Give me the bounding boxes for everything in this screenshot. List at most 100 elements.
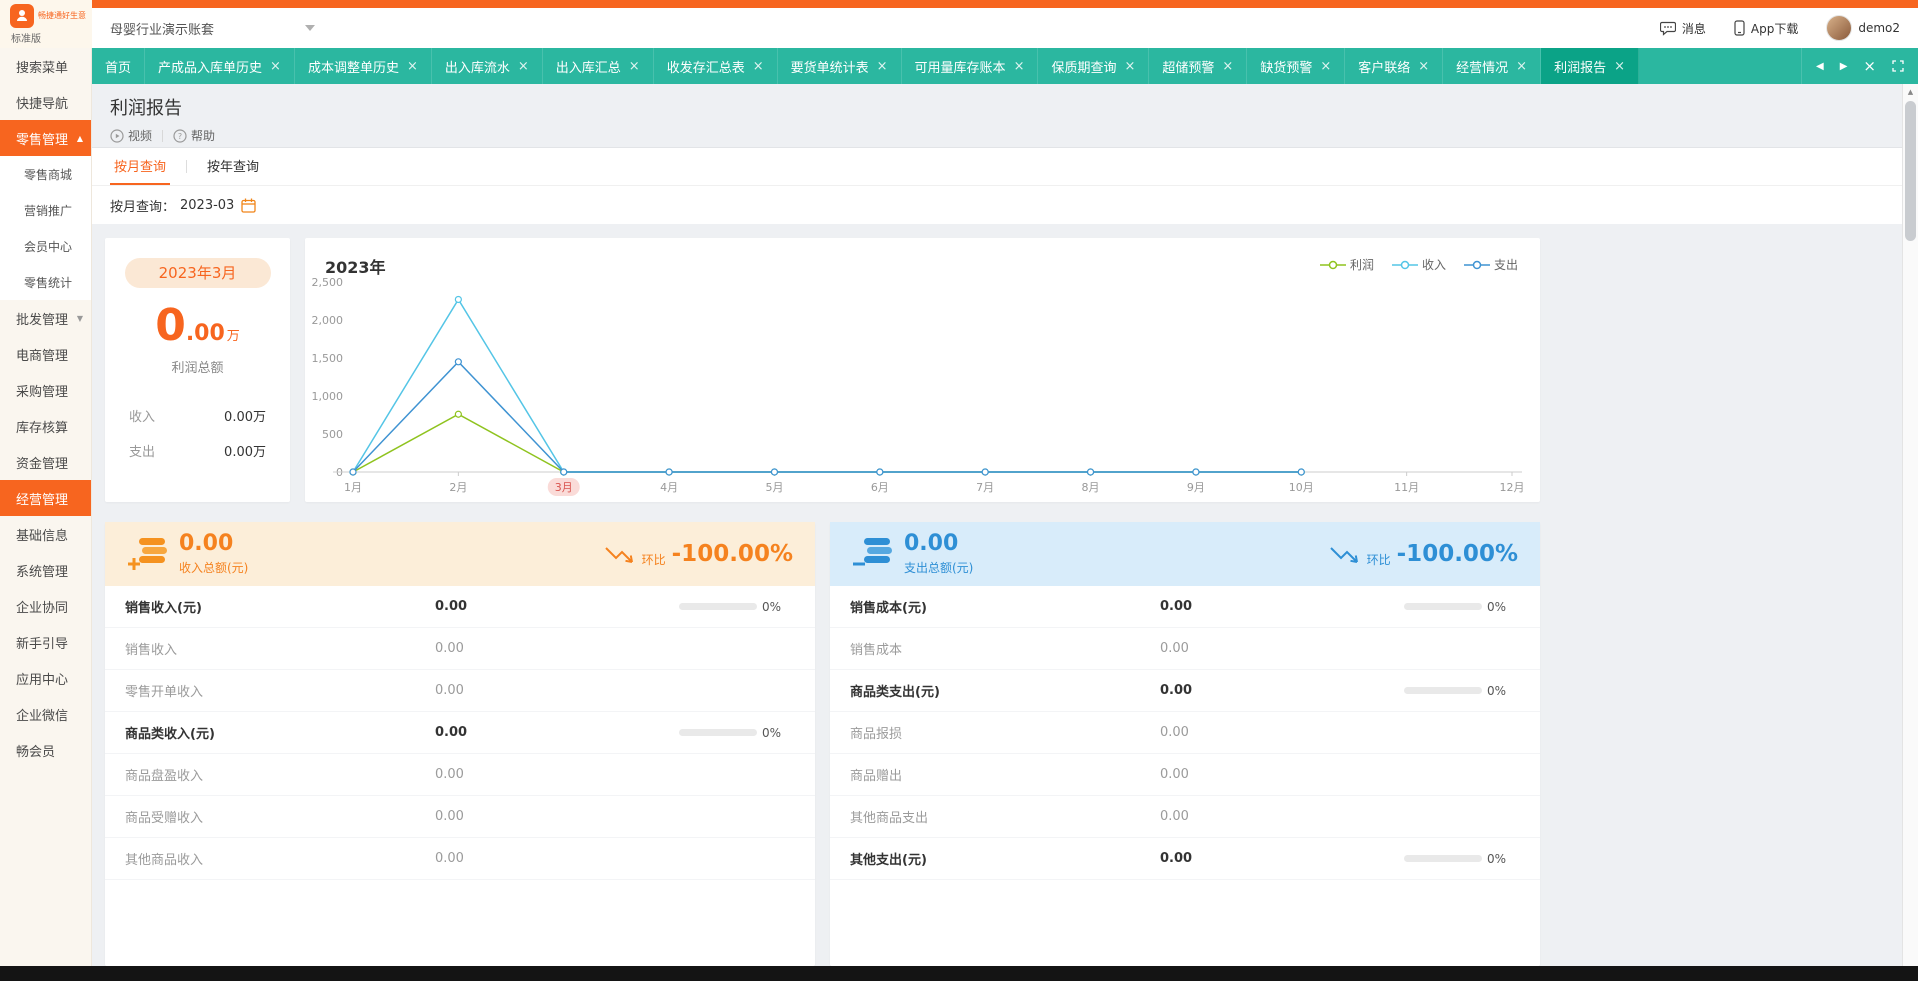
sidebar-item-13[interactable]: 经营管理 bbox=[0, 480, 91, 516]
nav-tab-11[interactable]: 缺货预警 × bbox=[1247, 48, 1346, 84]
row-value: 0.00 bbox=[1160, 851, 1193, 866]
tab-close-icon[interactable]: × bbox=[876, 58, 888, 74]
user-menu[interactable]: demo2 bbox=[1826, 15, 1900, 41]
svg-text:1月: 1月 bbox=[344, 481, 362, 494]
svg-text:6月: 6月 bbox=[871, 481, 889, 494]
app-download-button[interactable]: App下载 bbox=[1734, 20, 1798, 37]
tab-label: 利润报告 bbox=[1554, 60, 1607, 76]
row-label: 零售开单收入 bbox=[125, 685, 204, 700]
legend-item-1[interactable]: 利润 bbox=[1319, 256, 1374, 273]
summary-row-value: 0.00万 bbox=[224, 445, 266, 460]
sidebar-item-3[interactable]: 零售管理 ▲ bbox=[0, 120, 91, 156]
tab-label: 客户联络 bbox=[1358, 60, 1411, 76]
tab-close-icon[interactable]: × bbox=[752, 58, 764, 74]
nav-tab-4[interactable]: 出入库流水 × bbox=[432, 48, 543, 84]
row-percent: 0% bbox=[1486, 851, 1506, 866]
tab-label: 超储预警 bbox=[1162, 60, 1215, 76]
svg-text:?: ? bbox=[178, 132, 182, 141]
sidebar-item-4[interactable]: 零售商城 bbox=[0, 156, 91, 192]
sidebar-item-17[interactable]: 新手引导 bbox=[0, 624, 91, 660]
fullscreen-button[interactable] bbox=[1892, 60, 1904, 72]
nav-tab-7[interactable]: 要货单统计表 × bbox=[778, 48, 902, 84]
sidebar-item-8[interactable]: 批发管理 ▼ bbox=[0, 300, 91, 336]
tab-close-icon[interactable]: × bbox=[1516, 58, 1528, 74]
row-label: 商品受赠收入 bbox=[125, 811, 204, 826]
query-tab-1[interactable]: 按月查询 bbox=[110, 148, 171, 185]
tab-label: 成本调整单历史 bbox=[307, 60, 399, 76]
profit-summary-card: 2023年3月 0.00 万 利润总额 收入 0.00万 支出 0.00万 bbox=[105, 238, 290, 502]
brand-logo[interactable]: 畅捷通好生意 标准版 bbox=[0, 0, 92, 48]
messages-button[interactable]: 消息 bbox=[1659, 20, 1706, 37]
scrollbar-thumb[interactable] bbox=[1905, 101, 1916, 241]
tab-label: 首页 bbox=[105, 60, 132, 76]
sidebar-item-14[interactable]: 基础信息 bbox=[0, 516, 91, 552]
account-select[interactable]: 母婴行业演示账套 bbox=[110, 19, 315, 38]
divider bbox=[162, 129, 164, 142]
nav-tab-12[interactable]: 客户联络 × bbox=[1345, 48, 1444, 84]
calendar-icon[interactable] bbox=[241, 198, 256, 213]
profit-total-label: 利润总额 bbox=[171, 361, 224, 376]
nav-tab-5[interactable]: 出入库汇总 × bbox=[543, 48, 654, 84]
expense-row-5: 商品赠出 0.00 bbox=[830, 754, 1540, 796]
row-label: 其他商品支出 bbox=[850, 811, 929, 826]
tab-close-icon[interactable]: × bbox=[1418, 58, 1430, 74]
svg-text:8月: 8月 bbox=[1082, 481, 1100, 494]
svg-text:2月: 2月 bbox=[449, 481, 467, 494]
month-filter-value[interactable]: 2023-03 bbox=[180, 197, 235, 213]
nav-tab-14[interactable]: 利润报告 × bbox=[1541, 48, 1639, 84]
nav-tab-1[interactable]: 首页 bbox=[92, 48, 146, 84]
expense-row-6: 其他商品支出 0.00 bbox=[830, 796, 1540, 838]
sidebar-item-7[interactable]: 零售统计 bbox=[0, 264, 91, 300]
scrollbar[interactable]: ▲ bbox=[1902, 84, 1918, 966]
sidebar-item-19[interactable]: 企业微信 bbox=[0, 696, 91, 732]
expense-rows: 销售成本(元) 0.00 0% 销售成本 0.00 商品类支出(元) 0.00 0% 商品报损 0… bbox=[830, 586, 1540, 880]
sidebar-item-10[interactable]: 采购管理 bbox=[0, 372, 91, 408]
sidebar-item-12[interactable]: 资金管理 bbox=[0, 444, 91, 480]
nav-tab-8[interactable]: 可用量库存账本 × bbox=[902, 48, 1039, 84]
tab-close-icon[interactable]: × bbox=[1013, 58, 1025, 74]
sidebar-item-2[interactable]: 快捷导航 bbox=[0, 84, 91, 120]
sidebar-item-label: 营销推广 bbox=[24, 203, 73, 218]
tab-close-icon[interactable]: × bbox=[517, 58, 529, 74]
tab-close-icon[interactable]: × bbox=[1614, 58, 1625, 74]
row-label: 其他支出(元) bbox=[850, 853, 927, 868]
query-tab-2[interactable]: 按年查询 bbox=[207, 160, 260, 175]
tab-close-icon[interactable]: × bbox=[1320, 58, 1332, 74]
sidebar-item-20[interactable]: 畅会员 bbox=[0, 732, 91, 768]
period-badge: 2023年3月 bbox=[124, 258, 271, 288]
sidebar-item-18[interactable]: 应用中心 bbox=[0, 660, 91, 696]
video-icon bbox=[110, 128, 124, 143]
help-button[interactable]: ? 帮助 bbox=[173, 127, 215, 144]
legend-item-3[interactable]: 支出 bbox=[1463, 256, 1518, 273]
tab-close-icon[interactable]: × bbox=[628, 58, 640, 74]
nav-tab-6[interactable]: 收发存汇总表 × bbox=[654, 48, 778, 84]
nav-tab-9[interactable]: 保质期查询 × bbox=[1038, 48, 1150, 84]
nav-tab-2[interactable]: 产成品入库单历史 × bbox=[145, 48, 295, 84]
sidebar-item-15[interactable]: 系统管理 bbox=[0, 552, 91, 588]
nav-tab-3[interactable]: 成本调整单历史 × bbox=[295, 48, 432, 84]
income-card-header: 0.00 收入总额(元) 环比 -100.00% bbox=[105, 522, 815, 586]
tab-close-icon[interactable]: × bbox=[270, 58, 281, 74]
nav-tab-13[interactable]: 经营情况 × bbox=[1443, 48, 1542, 84]
scrollbar-up-button[interactable]: ▲ bbox=[1903, 84, 1918, 100]
video-button[interactable]: 视频 bbox=[110, 127, 152, 144]
sidebar-item-9[interactable]: 电商管理 bbox=[0, 336, 91, 372]
sidebar-item-label: 经营管理 bbox=[16, 492, 69, 508]
sidebar-item-1[interactable]: 搜索菜单 bbox=[0, 48, 91, 84]
sidebar-item-6[interactable]: 会员中心 bbox=[0, 228, 91, 264]
nav-tab-10[interactable]: 超储预警 × bbox=[1149, 48, 1248, 84]
sidebar-item-16[interactable]: 企业协同 bbox=[0, 588, 91, 624]
tab-bar: 首页 产成品入库单历史 × 成本调整单历史 × 出入库流水 × 出入库汇总 × 收发存汇总表 × 要货… bbox=[92, 48, 1918, 84]
tab-close-icon[interactable]: × bbox=[1124, 58, 1136, 74]
sidebar-item-5[interactable]: 营销推广 bbox=[0, 192, 91, 228]
expense-coins-icon bbox=[853, 538, 892, 566]
tabs-scroll-left-button[interactable]: ◀ bbox=[1816, 60, 1824, 72]
sidebar-item-11[interactable]: 库存核算 bbox=[0, 408, 91, 444]
close-tabs-button[interactable]: × bbox=[1863, 57, 1876, 75]
tab-close-icon[interactable]: × bbox=[406, 58, 418, 74]
tab-close-icon[interactable]: × bbox=[1222, 58, 1234, 74]
expense-row-4: 商品报损 0.00 bbox=[830, 712, 1540, 754]
tabs-scroll-right-button[interactable]: ▶ bbox=[1839, 60, 1848, 72]
legend-label: 支出 bbox=[1493, 258, 1518, 272]
legend-item-2[interactable]: 收入 bbox=[1391, 256, 1446, 273]
